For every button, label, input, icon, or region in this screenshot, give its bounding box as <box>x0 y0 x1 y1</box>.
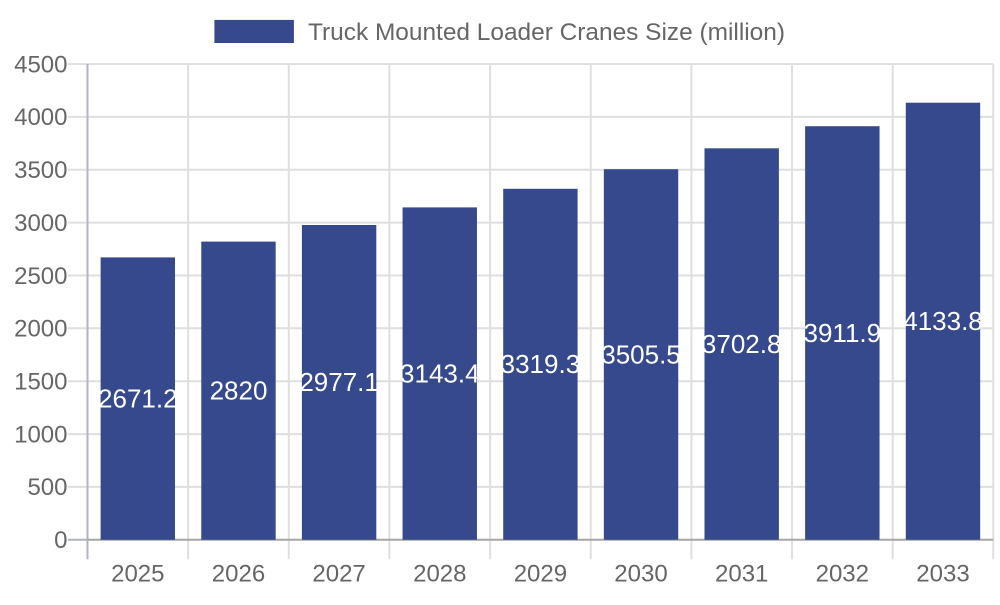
svg-text:2025: 2025 <box>111 561 164 588</box>
svg-text:1500: 1500 <box>14 369 67 396</box>
svg-text:3319.3: 3319.3 <box>501 349 581 379</box>
svg-text:4000: 4000 <box>14 104 67 131</box>
svg-text:4133.8: 4133.8 <box>903 306 983 336</box>
svg-text:2033: 2033 <box>916 561 969 588</box>
svg-text:2000: 2000 <box>14 316 67 343</box>
svg-text:2027: 2027 <box>312 561 365 588</box>
svg-text:2500: 2500 <box>14 263 67 290</box>
svg-text:3143.4: 3143.4 <box>400 358 480 388</box>
svg-text:2032: 2032 <box>816 561 869 588</box>
svg-text:3000: 3000 <box>14 210 67 237</box>
svg-text:3702.8: 3702.8 <box>702 329 782 359</box>
svg-text:4500: 4500 <box>14 51 67 78</box>
svg-text:2030: 2030 <box>614 561 667 588</box>
svg-text:2026: 2026 <box>212 561 265 588</box>
svg-text:2028: 2028 <box>413 561 466 588</box>
svg-text:2977.1: 2977.1 <box>299 367 379 397</box>
svg-text:0: 0 <box>54 527 67 554</box>
svg-text:2029: 2029 <box>514 561 567 588</box>
svg-text:500: 500 <box>27 474 67 501</box>
svg-text:2820: 2820 <box>210 376 268 406</box>
svg-text:1000: 1000 <box>14 421 67 448</box>
svg-text:3500: 3500 <box>14 157 67 184</box>
svg-text:3911.9: 3911.9 <box>804 318 882 348</box>
svg-text:2671.2: 2671.2 <box>98 383 178 413</box>
svg-text:Truck Mounted Loader Cranes Si: Truck Mounted Loader Cranes Size (millio… <box>308 19 785 46</box>
svg-text:3505.5: 3505.5 <box>601 339 681 369</box>
svg-text:2031: 2031 <box>715 561 768 588</box>
